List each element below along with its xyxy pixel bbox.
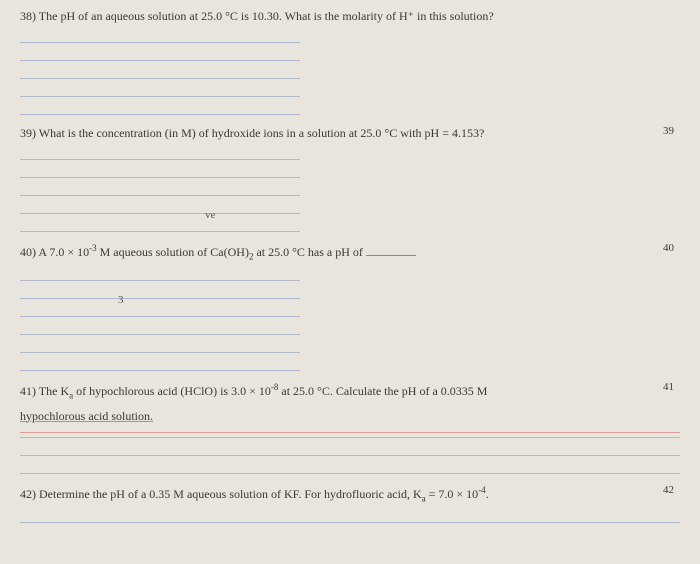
q38-workspace — [20, 42, 680, 115]
ruled-line — [20, 334, 300, 335]
question-41-section: 41 41) The Ka of hypochlorous acid (HClO… — [20, 381, 680, 475]
q42-text-mid: = 7.0 × 10 — [426, 487, 479, 501]
question-38: 38) The pH of an aqueous solution at 25.… — [20, 8, 680, 25]
q41-text-mid2: at 25.0 °C. Calculate the pH of a 0.0335… — [278, 384, 487, 398]
q40-text-post: at 25.0 °C has a pH of — [253, 245, 365, 259]
q40-margin: 40 — [663, 242, 674, 254]
q42-text-post: . — [486, 487, 489, 501]
ruled-line — [20, 114, 300, 115]
question-38-section: 38) The pH of an aqueous solution at 25.… — [20, 8, 680, 115]
q39-text: What is the concentration (in M) of hydr… — [39, 126, 485, 140]
q40-text-pre: A 7.0 × 10 — [38, 245, 89, 259]
ruled-line — [20, 370, 300, 371]
ruled-line — [20, 159, 300, 160]
question-39: 39) What is the concentration (in M) of … — [20, 125, 680, 142]
stray-text-3: 3 — [118, 294, 124, 306]
ruled-line — [20, 78, 300, 79]
q39-margin: 39 — [663, 125, 674, 137]
q42-margin: 42 — [663, 484, 674, 496]
ruled-line — [20, 231, 300, 232]
q40-exp: -3 — [89, 243, 97, 253]
ruled-line — [20, 280, 300, 281]
q39-workspace: ve — [20, 159, 680, 232]
ruled-line — [20, 42, 300, 43]
ruled-line — [20, 177, 300, 178]
worksheet-paper: 38) The pH of an aqueous solution at 25.… — [0, 0, 700, 564]
ruled-line — [20, 316, 300, 317]
ruled-line — [20, 195, 300, 196]
q42-text-pre: Determine the pH of a 0.35 M aqueous sol… — [39, 487, 422, 501]
q39-number: 39) — [20, 126, 36, 140]
ruled-line — [20, 455, 680, 456]
question-41: 41) The Ka of hypochlorous acid (HClO) i… — [20, 381, 680, 402]
question-39-section: 39 39) What is the concentration (in M) … — [20, 125, 680, 232]
q40-workspace: 3 — [20, 280, 680, 371]
ruled-line — [20, 213, 300, 214]
ruled-line — [20, 352, 300, 353]
stray-text-ve: ve — [205, 209, 215, 221]
q40-text-mid: M aqueous solution of Ca(OH) — [97, 245, 249, 259]
q41-text-pre: The K — [39, 384, 69, 398]
q38-text: The pH of an aqueous solution at 25.0 °C… — [39, 9, 494, 23]
blank-answer-line — [366, 255, 416, 256]
ruled-line — [20, 437, 680, 438]
q41-workspace — [20, 432, 680, 474]
q42-workspace — [20, 522, 680, 523]
question-42: 42) Determine the pH of a 0.35 M aqueous… — [20, 484, 680, 505]
q40-number: 40) — [20, 245, 36, 259]
red-margin-line — [20, 432, 680, 433]
question-40: 40) A 7.0 × 10-3 M aqueous solution of C… — [20, 242, 680, 263]
q41-line2: hypochlorous acid solution. — [20, 408, 680, 425]
ruled-line — [20, 473, 680, 474]
ruled-line — [20, 96, 300, 97]
ruled-line — [20, 298, 300, 299]
q41-number: 41) — [20, 384, 36, 398]
q42-number: 42) — [20, 487, 36, 501]
q41-margin: 41 — [663, 381, 674, 393]
q41-text-mid1: of hypochlorous acid (HClO) is 3.0 × 10 — [73, 384, 271, 398]
q42-exp: -4 — [478, 485, 486, 495]
ruled-line — [20, 60, 300, 61]
q38-number: 38) — [20, 9, 36, 23]
ruled-line — [20, 522, 680, 523]
question-40-section: 40 40) A 7.0 × 10-3 M aqueous solution o… — [20, 242, 680, 371]
question-42-section: 42 42) Determine the pH of a 0.35 M aque… — [20, 484, 680, 523]
